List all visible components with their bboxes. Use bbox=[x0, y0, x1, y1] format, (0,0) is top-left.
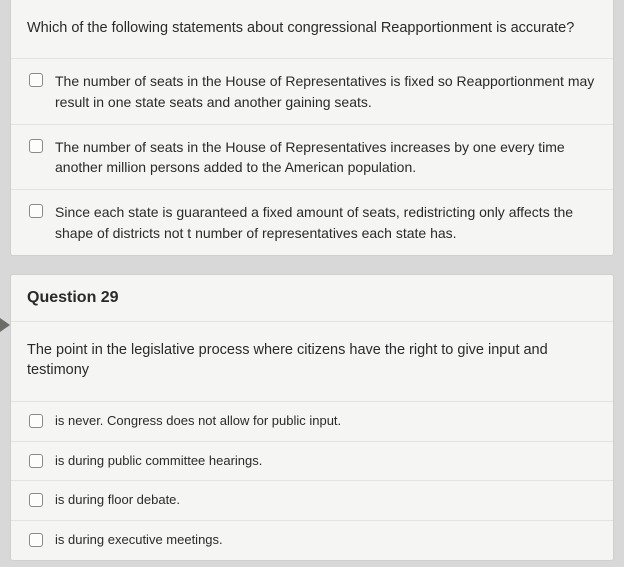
option-text: The number of seats in the House of Repr… bbox=[55, 71, 597, 112]
option-row[interactable]: The number of seats in the House of Repr… bbox=[11, 59, 613, 125]
question-card-2: Question 29 The point in the legislative… bbox=[10, 274, 614, 561]
option-row[interactable]: is during public committee hearings. bbox=[11, 442, 613, 482]
option-text: Since each state is guaranteed a fixed a… bbox=[55, 202, 597, 243]
option-row[interactable]: is never. Congress does not allow for pu… bbox=[11, 402, 613, 442]
option-row[interactable]: is during executive meetings. bbox=[11, 521, 613, 560]
checkbox-icon[interactable] bbox=[29, 139, 43, 153]
option-row[interactable]: The number of seats in the House of Repr… bbox=[11, 125, 613, 191]
question-prompt: Which of the following statements about … bbox=[11, 0, 613, 59]
checkbox-icon[interactable] bbox=[29, 454, 43, 468]
question-card-1: Which of the following statements about … bbox=[10, 0, 614, 256]
checkbox-icon[interactable] bbox=[29, 73, 43, 87]
option-text: is during executive meetings. bbox=[55, 531, 223, 550]
option-row[interactable]: Since each state is guaranteed a fixed a… bbox=[11, 190, 613, 255]
option-text: is during public committee hearings. bbox=[55, 452, 262, 471]
option-text: is during floor debate. bbox=[55, 491, 180, 510]
option-row[interactable]: is during floor debate. bbox=[11, 481, 613, 521]
arrow-indicator-icon bbox=[0, 318, 10, 332]
question-header: Question 29 bbox=[11, 275, 613, 322]
option-text: is never. Congress does not allow for pu… bbox=[55, 412, 341, 431]
checkbox-icon[interactable] bbox=[29, 533, 43, 547]
question-title: Question 29 bbox=[27, 289, 597, 307]
question-prompt: The point in the legislative process whe… bbox=[11, 322, 613, 402]
checkbox-icon[interactable] bbox=[29, 493, 43, 507]
checkbox-icon[interactable] bbox=[29, 414, 43, 428]
checkbox-icon[interactable] bbox=[29, 204, 43, 218]
option-text: The number of seats in the House of Repr… bbox=[55, 137, 597, 178]
